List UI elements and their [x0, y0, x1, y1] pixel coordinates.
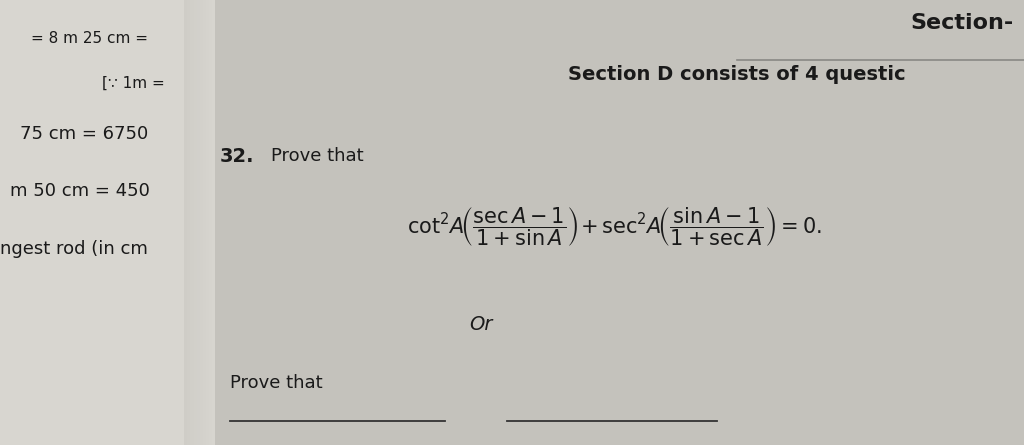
Bar: [190, 0, 193, 445]
Text: 75 cm = 6750: 75 cm = 6750: [20, 125, 148, 142]
Bar: [204, 0, 206, 445]
Text: Or: Or: [470, 316, 493, 334]
Bar: [199, 0, 200, 445]
Text: [∵ 1m =: [∵ 1m =: [102, 76, 165, 91]
Bar: [203, 0, 204, 445]
Text: m 50 cm = 450: m 50 cm = 450: [10, 182, 151, 200]
Bar: [0, 0, 215, 445]
Bar: [195, 0, 197, 445]
Bar: [211, 0, 212, 445]
Bar: [197, 0, 199, 445]
Text: Section-: Section-: [910, 13, 1014, 33]
Text: Section D consists of 4 questic: Section D consists of 4 questic: [568, 65, 906, 84]
Bar: [187, 0, 188, 445]
Bar: [213, 0, 215, 445]
Text: 32.: 32.: [220, 147, 255, 166]
Text: ngest rod (in cm: ngest rod (in cm: [0, 240, 147, 258]
Bar: [207, 0, 209, 445]
Bar: [184, 0, 186, 445]
Bar: [200, 0, 201, 445]
Bar: [206, 0, 207, 445]
Bar: [215, 0, 1024, 445]
Bar: [188, 0, 190, 445]
Bar: [212, 0, 213, 445]
Bar: [186, 0, 187, 445]
Text: Prove that: Prove that: [230, 374, 323, 392]
Text: Prove that: Prove that: [271, 147, 364, 165]
Text: = 8 m 25 cm =: = 8 m 25 cm =: [31, 31, 147, 46]
Bar: [194, 0, 195, 445]
Bar: [209, 0, 211, 445]
Bar: [201, 0, 203, 445]
Text: $\cot^2\! A\!\left(\dfrac{\sec A-1}{1+\sin A}\right)\!+\sec^2\! A\!\left(\dfrac{: $\cot^2\! A\!\left(\dfrac{\sec A-1}{1+\s…: [407, 206, 822, 248]
Bar: [193, 0, 194, 445]
